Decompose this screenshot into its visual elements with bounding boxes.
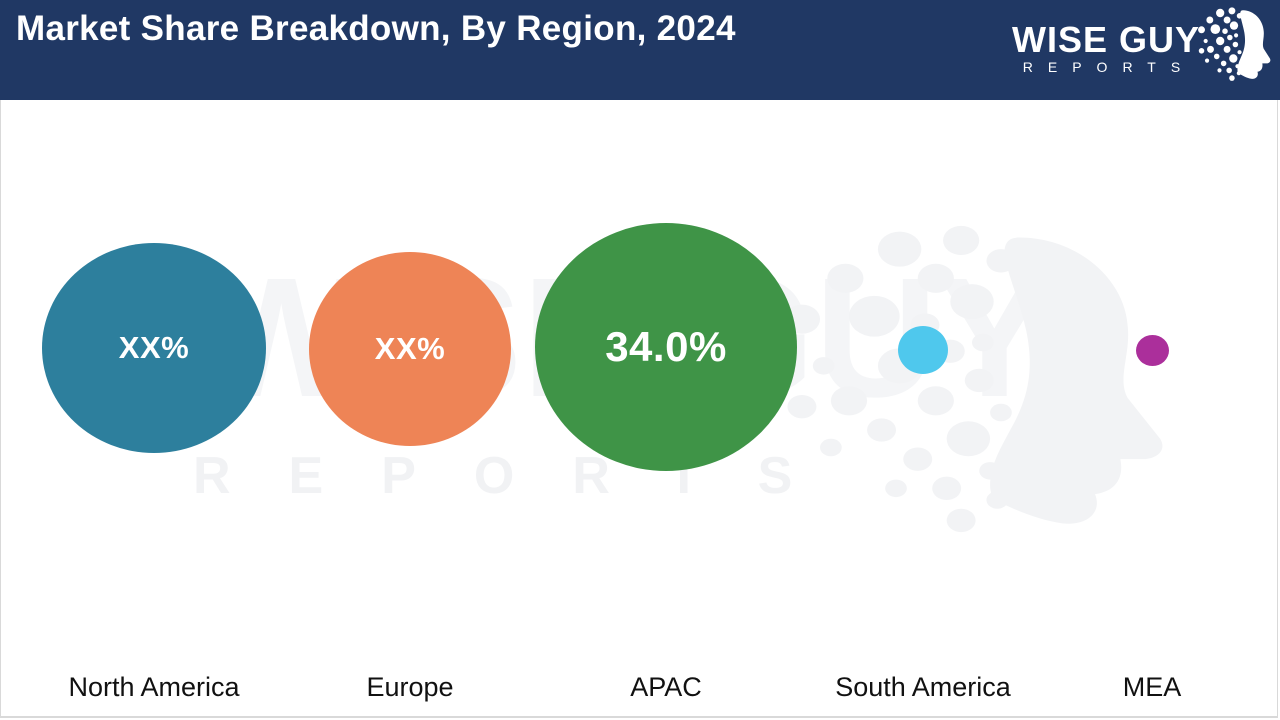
category-label-north-america: North America [68,672,240,702]
header: Market Share Breakdown, By Region, 2024 … [0,0,1280,100]
brand-name: WISE GUY [1011,18,1200,60]
watermark-reports: REPORTS [193,447,851,505]
bubble-value-europe: XX% [374,331,446,366]
bubble-south-america [898,326,948,374]
brand-logo-text: WISE GUY REPORTS [1011,18,1200,76]
bubble-apac: 34.0% [535,223,797,471]
page-title: Market Share Breakdown, By Region, 2024 [16,9,736,48]
brand-logo: WISE GUY REPORTS [1012,6,1272,90]
bubble-north-america: XX% [42,243,266,453]
bubble-europe: XX% [309,252,511,446]
category-label-apac: APAC [630,672,702,702]
bubble-value-apac: 34.0% [605,323,727,370]
brand-head-icon [1196,6,1272,90]
category-label-europe: Europe [366,672,454,702]
brand-subtitle: REPORTS [1022,58,1196,75]
bubble-value-north-america: XX% [118,330,190,365]
bubble-mea [1135,334,1169,366]
watermark-head-icon [773,220,1171,570]
chart-area: WISE GUY REPORTS XX%North AmericaXX%Euro… [0,100,1278,718]
category-label-mea: MEA [1122,672,1182,702]
category-label-south-america: South America [835,672,1011,702]
